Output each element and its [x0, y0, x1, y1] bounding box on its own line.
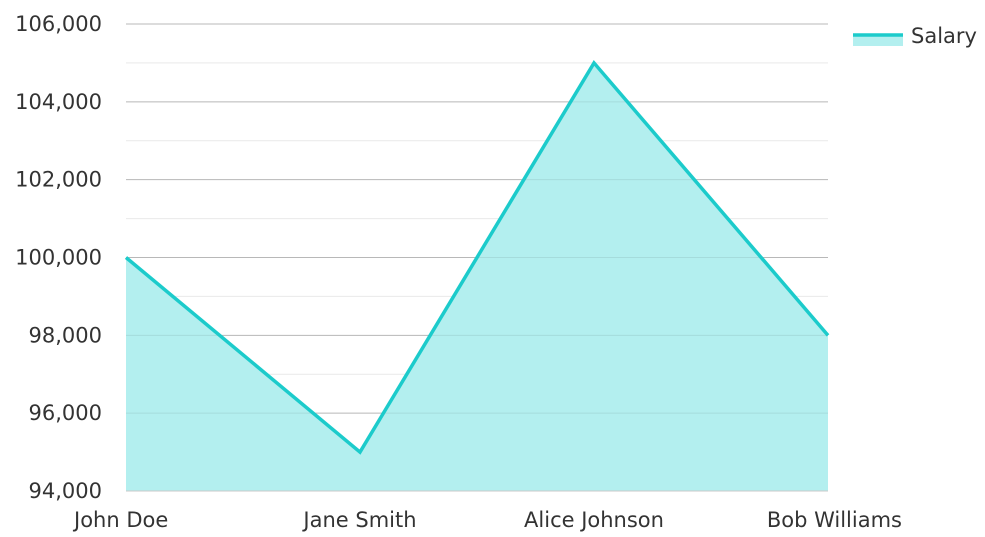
y-tick-label: 98,000 [29, 323, 102, 347]
area-fill-salary [126, 62, 828, 492]
y-tick-label: 102,000 [15, 168, 102, 192]
axis-labels: 94,000 96,000 98,000 100,000 102,000 104,000 1… [15, 12, 902, 532]
x-tick-label: Bob Williams [767, 508, 902, 532]
data-point-1 [124, 256, 128, 260]
y-tick-label: 104,000 [15, 90, 102, 114]
area-layer [124, 23, 830, 492]
series-line-salary [124, 59, 830, 455]
data-point-4 [826, 333, 830, 337]
legend-swatch [853, 34, 903, 46]
x-tick-label: Jane Smith [301, 508, 416, 532]
y-tick-label: 100,000 [15, 246, 102, 270]
data-point-3 [592, 61, 596, 65]
data-point-2 [358, 450, 362, 454]
legend: Salary [853, 24, 977, 48]
y-tick-label: 94,000 [29, 479, 102, 503]
y-tick-label: 106,000 [15, 12, 102, 36]
x-tick-label: John Doe [72, 508, 168, 532]
legend-label-salary: Salary [911, 24, 977, 48]
y-tick-label: 96,000 [29, 401, 102, 425]
x-tick-label: Alice Johnson [524, 508, 664, 532]
